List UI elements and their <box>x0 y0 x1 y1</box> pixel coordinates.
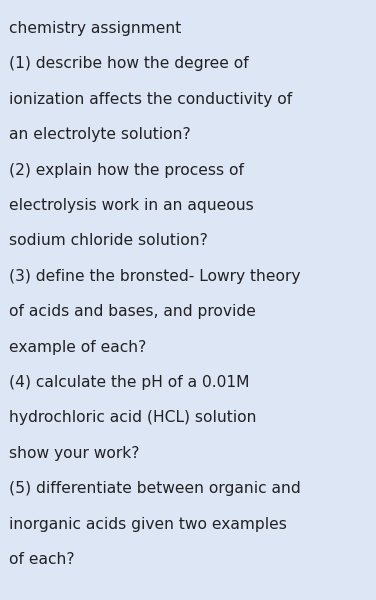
Text: (4) calculate the pH of a 0.01M: (4) calculate the pH of a 0.01M <box>9 375 250 390</box>
Text: of each?: of each? <box>9 552 75 567</box>
Text: an electrolyte solution?: an electrolyte solution? <box>9 127 191 142</box>
Text: sodium chloride solution?: sodium chloride solution? <box>9 233 208 248</box>
Text: (3) define the bronsted- Lowry theory: (3) define the bronsted- Lowry theory <box>9 269 301 284</box>
Text: (5) differentiate between organic and: (5) differentiate between organic and <box>9 481 301 496</box>
Text: example of each?: example of each? <box>9 340 147 355</box>
Text: (1) describe how the degree of: (1) describe how the degree of <box>9 56 249 71</box>
Text: inorganic acids given two examples: inorganic acids given two examples <box>9 517 287 532</box>
Text: ionization affects the conductivity of: ionization affects the conductivity of <box>9 92 293 107</box>
Text: electrolysis work in an aqueous: electrolysis work in an aqueous <box>9 198 254 213</box>
Text: show your work?: show your work? <box>9 446 140 461</box>
Text: of acids and bases, and provide: of acids and bases, and provide <box>9 304 256 319</box>
Text: (2) explain how the process of: (2) explain how the process of <box>9 163 244 178</box>
Text: chemistry assignment: chemistry assignment <box>9 21 182 36</box>
Text: hydrochloric acid (HCL) solution: hydrochloric acid (HCL) solution <box>9 410 257 425</box>
